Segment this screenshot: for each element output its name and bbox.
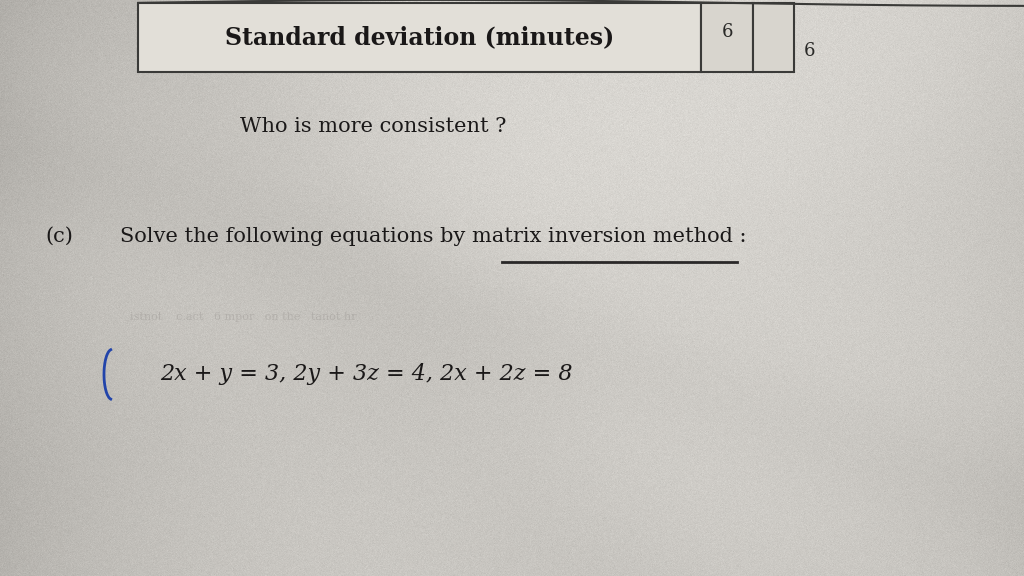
Text: 6: 6	[721, 24, 733, 41]
Text: 2x + y = 3, 2y + 3z = 4, 2x + 2z = 8: 2x + y = 3, 2y + 3z = 4, 2x + 2z = 8	[160, 363, 572, 385]
Text: 6: 6	[804, 42, 815, 60]
Text: Standard deviation (minutes): Standard deviation (minutes)	[225, 25, 614, 50]
Text: Who is more consistent ?: Who is more consistent ?	[240, 118, 507, 136]
Text: istnot    c.act   6 mpor   on the   tanot hr: istnot c.act 6 mpor on the tanot hr	[130, 312, 356, 322]
Bar	[701, 3, 753, 72]
Text: (c): (c)	[45, 227, 73, 245]
Text: Solve the following equations by matrix inversion method :: Solve the following equations by matrix …	[120, 227, 746, 245]
Bar	[753, 3, 794, 72]
Bar	[138, 3, 701, 72]
